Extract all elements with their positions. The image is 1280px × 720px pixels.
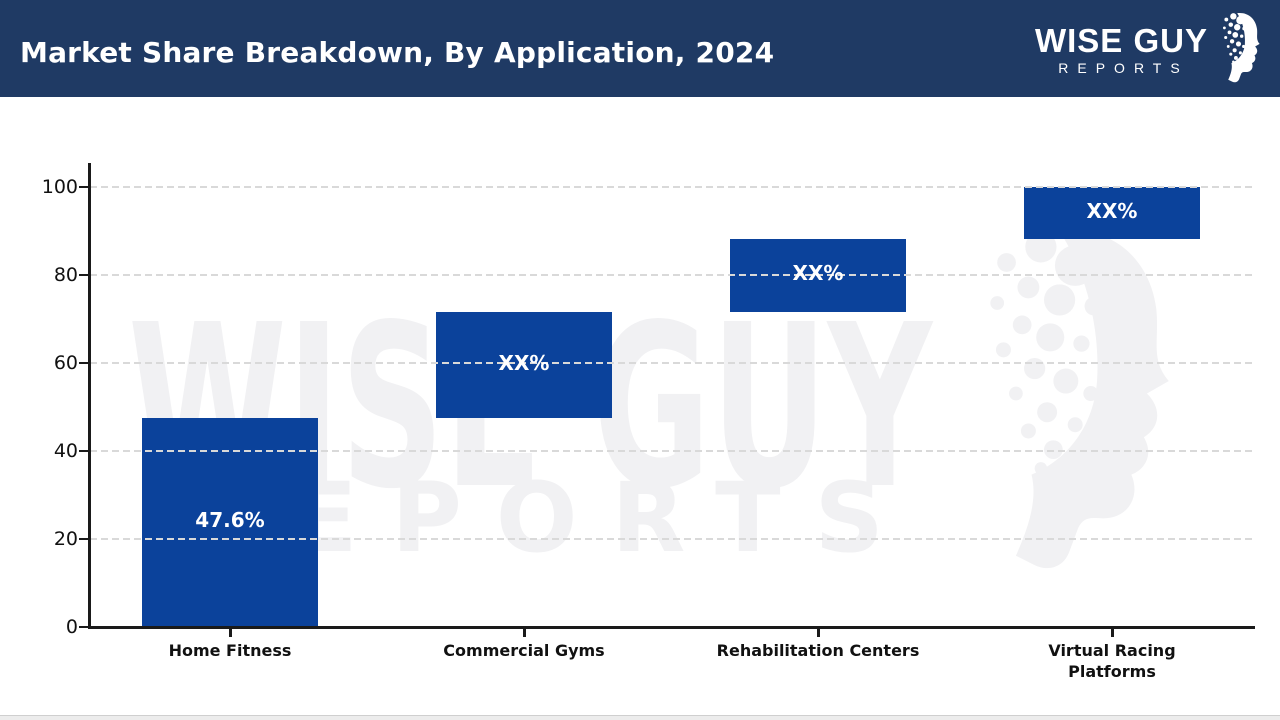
logo-brand-bottom: REPORTS [1058, 59, 1189, 76]
header-bar: Market Share Breakdown, By Application, … [0, 0, 1280, 97]
y-axis-spine [88, 163, 91, 629]
gridline-80 [90, 274, 1253, 276]
y-axis-tick-label-20: 20 [53, 528, 78, 550]
x-axis-category-label-commercial-gyms: Commercial Gyms [443, 641, 605, 660]
bar-value-label-rehabilitation-centers: XX% [792, 261, 844, 286]
bottom-edge-divider [0, 715, 1280, 720]
gridline-100 [90, 186, 1253, 188]
bar-value-label-home-fitness: 47.6% [195, 508, 265, 533]
y-axis-tick-label-60: 60 [53, 352, 78, 374]
logo-face-icon [1222, 13, 1260, 83]
x-axis-category-label-home-fitness: Home Fitness [168, 641, 292, 660]
y-axis-tick-label-0: 0 [65, 616, 78, 638]
x-tick-mark-virtual-racing-platforms [1111, 628, 1114, 637]
y-axis-tick-label-80: 80 [53, 264, 78, 286]
bar-virtual-racing-platforms [1024, 187, 1200, 239]
y-tick-mark-100 [79, 186, 88, 188]
x-tick-mark-home-fitness [229, 628, 232, 637]
gridline-40 [90, 450, 1253, 452]
y-tick-mark-60 [79, 362, 88, 364]
y-axis-tick-label-100: 100 [41, 176, 78, 198]
x-axis-category-label-rehabilitation-centers: Rehabilitation Centers [716, 641, 920, 660]
y-tick-mark-80 [79, 274, 88, 276]
gridline-20 [90, 538, 1253, 540]
logo-wordmark: WISE GUY REPORTS [1035, 24, 1208, 75]
y-tick-mark-0 [79, 626, 88, 628]
bar-home-fitness [142, 417, 318, 627]
bar-value-label-commercial-gyms: XX% [498, 350, 550, 375]
x-tick-mark-commercial-gyms [523, 628, 526, 637]
y-tick-mark-20 [79, 538, 88, 540]
bar-commercial-gyms [436, 311, 612, 418]
y-axis-tick-label-40: 40 [53, 440, 78, 462]
y-tick-mark-40 [79, 450, 88, 452]
page-title: Market Share Breakdown, By Application, … [20, 36, 775, 69]
brand-logo: WISE GUY REPORTS [1035, 8, 1266, 90]
logo-brand-top: WISE GUY [1034, 21, 1208, 59]
x-tick-mark-rehabilitation-centers [817, 628, 820, 637]
x-axis-spine [88, 626, 1255, 629]
gridline-60 [90, 362, 1253, 364]
bar-value-label-virtual-racing-platforms: XX% [1086, 198, 1138, 223]
x-axis-category-label-virtual-racing-platforms: Virtual Racing Platforms [1048, 641, 1176, 681]
